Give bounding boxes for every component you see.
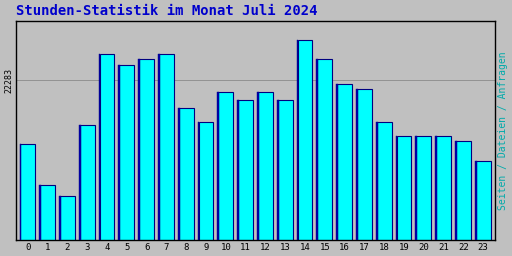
Bar	[316, 59, 318, 256]
Bar	[39, 185, 41, 256]
Bar	[376, 122, 378, 256]
Bar	[356, 89, 358, 256]
Bar	[416, 136, 431, 256]
Bar	[415, 136, 417, 256]
Bar	[377, 122, 392, 256]
Bar	[80, 125, 95, 256]
Bar	[475, 161, 477, 256]
Bar	[178, 109, 180, 256]
Bar	[258, 92, 273, 256]
Bar	[118, 65, 120, 256]
Y-axis label: Seiten / Dateien / Anfragen: Seiten / Dateien / Anfragen	[498, 51, 508, 210]
Bar	[139, 59, 154, 256]
Bar	[435, 136, 437, 256]
Bar	[396, 136, 397, 256]
Bar	[119, 65, 134, 256]
Bar	[198, 122, 200, 256]
Bar	[238, 100, 253, 256]
Bar	[100, 54, 115, 256]
Bar	[455, 141, 457, 256]
Bar	[179, 109, 194, 256]
Bar	[218, 92, 219, 256]
Bar	[456, 141, 471, 256]
Bar	[219, 92, 233, 256]
Bar	[436, 136, 451, 256]
Bar	[237, 100, 239, 256]
Bar	[336, 84, 338, 256]
Bar	[257, 92, 259, 256]
Bar	[337, 84, 352, 256]
Bar	[40, 185, 55, 256]
Bar	[79, 125, 81, 256]
Bar	[297, 40, 312, 256]
Bar	[296, 40, 298, 256]
Bar	[159, 54, 174, 256]
Bar	[158, 54, 160, 256]
Bar	[278, 100, 293, 256]
Bar	[357, 89, 372, 256]
Bar	[59, 196, 61, 256]
Bar	[138, 59, 140, 256]
Bar	[277, 100, 279, 256]
Bar	[60, 196, 75, 256]
Text: Stunden-Statistik im Monat Juli 2024: Stunden-Statistik im Monat Juli 2024	[16, 4, 317, 18]
Bar	[199, 122, 214, 256]
Bar	[20, 144, 35, 256]
Bar	[476, 161, 490, 256]
Bar	[19, 144, 22, 256]
Bar	[99, 54, 100, 256]
Bar	[397, 136, 412, 256]
Bar	[317, 59, 332, 256]
